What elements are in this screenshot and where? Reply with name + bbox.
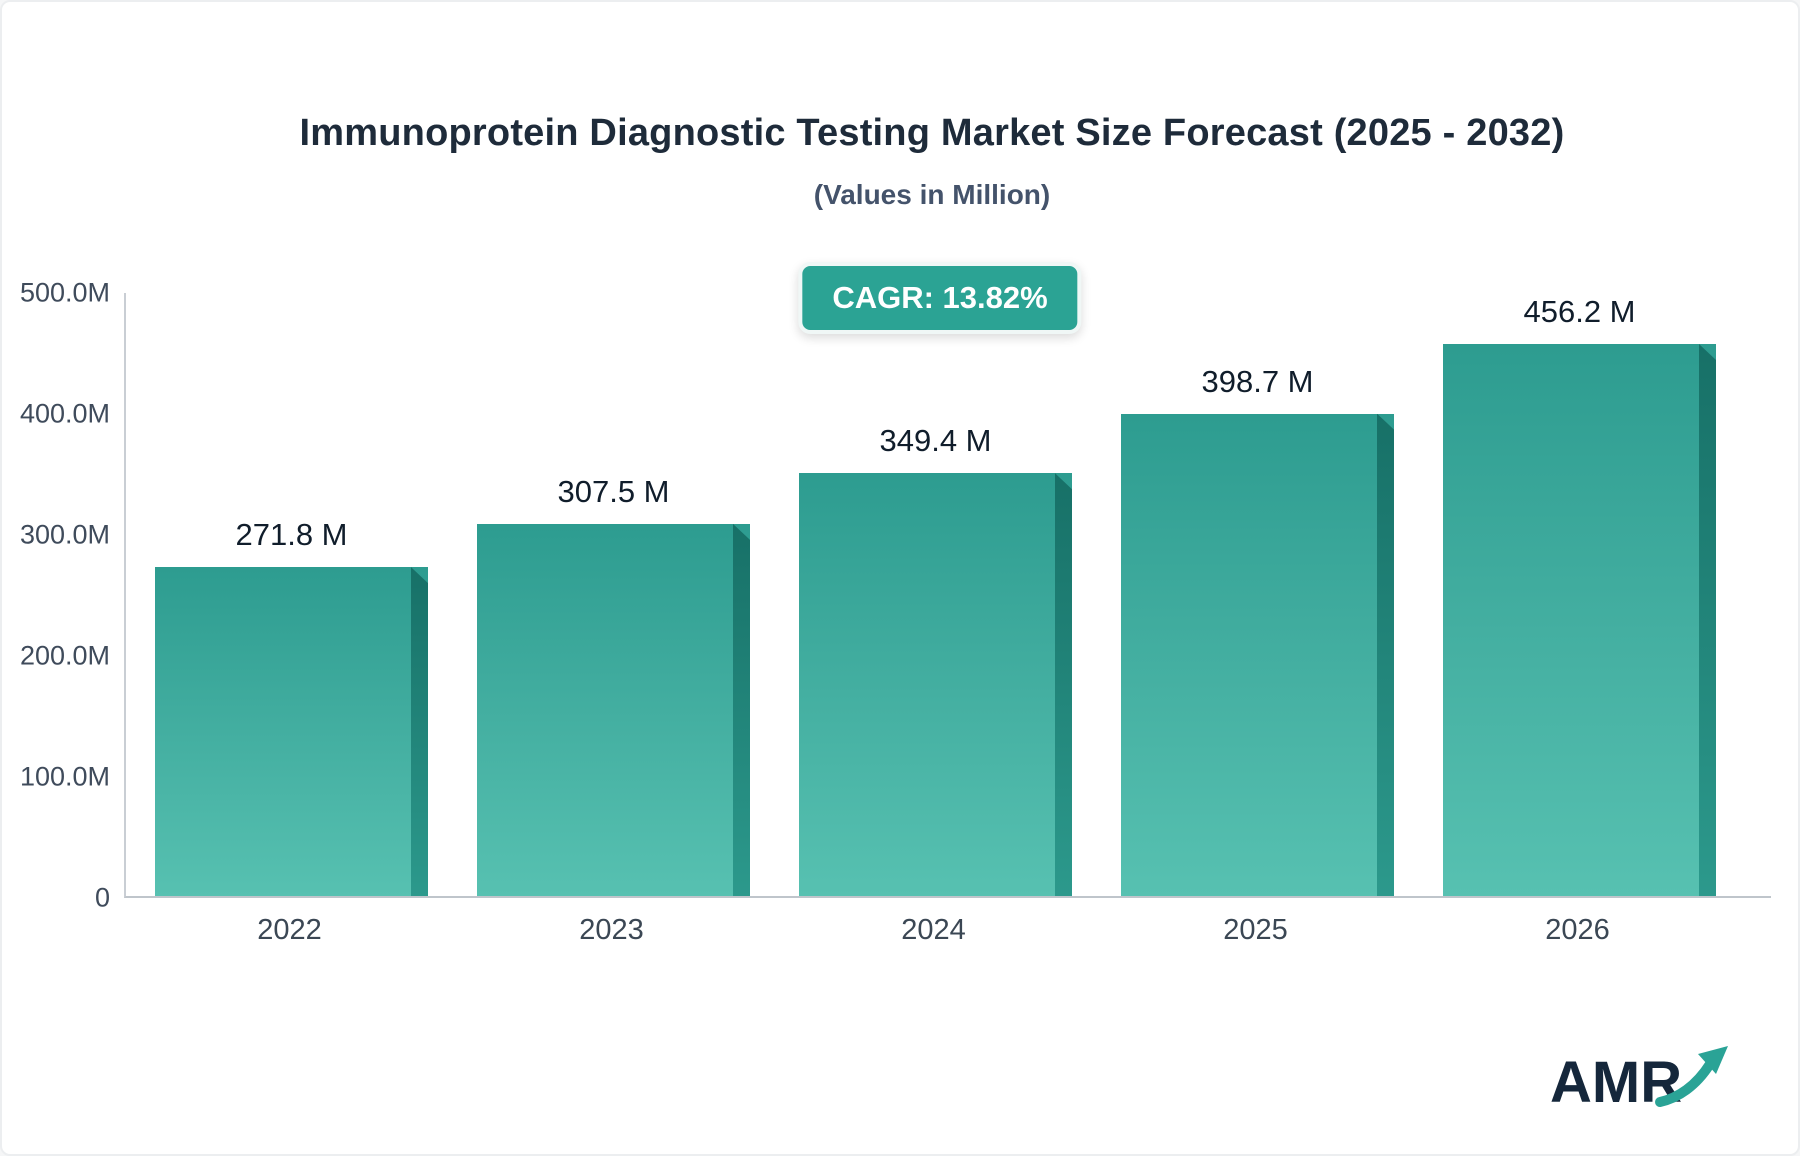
y-axis-tick-label: 200.0M (19, 640, 110, 671)
x-axis: 2022 2023 2024 2025 2026 (124, 914, 1771, 947)
bar-value-label-2022: 271.8 M (235, 517, 348, 553)
chart-header: Immunoprotein Diagnostic Testing Market … (82, 112, 1782, 211)
y-axis-tick-label: 0 (94, 882, 110, 913)
bar-column-2026: 456.2 M (1443, 294, 1716, 896)
bar-column-2023: 307.5 M (477, 474, 750, 896)
x-axis-label-2022: 2022 (257, 914, 322, 946)
chart-title: Immunoprotein Diagnostic Testing Market … (299, 112, 1565, 154)
bar-side-face (1055, 473, 1072, 896)
x-axis-label-2024: 2024 (901, 914, 966, 946)
x-axis-label-2023: 2023 (579, 914, 644, 946)
bar-column-2022: 271.8 M (155, 517, 428, 896)
bar-2023 (477, 523, 750, 896)
amr-logo: AMR (1550, 1044, 1730, 1112)
bar-value-label-2025: 398.7 M (1201, 363, 1314, 399)
x-axis-label-2025: 2025 (1223, 914, 1288, 946)
bar-value-label-2024: 349.4 M (879, 423, 992, 459)
bar-value-label-2023: 307.5 M (557, 473, 670, 509)
bar-side-face (733, 523, 750, 896)
growth-arrow-icon (1655, 1046, 1729, 1107)
bar-column-2025: 398.7 M (1121, 364, 1394, 896)
bar-2024 (799, 473, 1072, 896)
bar-column-2024: 349.4 M (799, 423, 1072, 896)
y-axis-tick-label: 400.0M (19, 398, 110, 429)
y-axis-tick-label: 100.0M (19, 761, 110, 792)
cagr-badge: CAGR: 13.82% (798, 262, 1082, 334)
chart-subtitle: (Values in Million) (813, 179, 1051, 210)
bar-side-face (411, 567, 428, 896)
x-axis-label-2026: 2026 (1545, 914, 1610, 946)
bar-2025 (1121, 413, 1394, 896)
y-axis-tick-label: 300.0M (19, 519, 110, 550)
bar-2022 (155, 567, 428, 896)
bar-side-face (1699, 344, 1716, 896)
bar-2026 (1443, 344, 1716, 896)
bar-value-label-2026: 456.2 M (1523, 294, 1636, 329)
y-axis-tick-label: 500.0M (19, 277, 110, 308)
bar-side-face (1377, 413, 1394, 896)
bar-chart-plot-area: 500.0M 400.0M 300.0M 200.0M 100.0M 0 271.8 M 30… (20, 278, 1771, 913)
